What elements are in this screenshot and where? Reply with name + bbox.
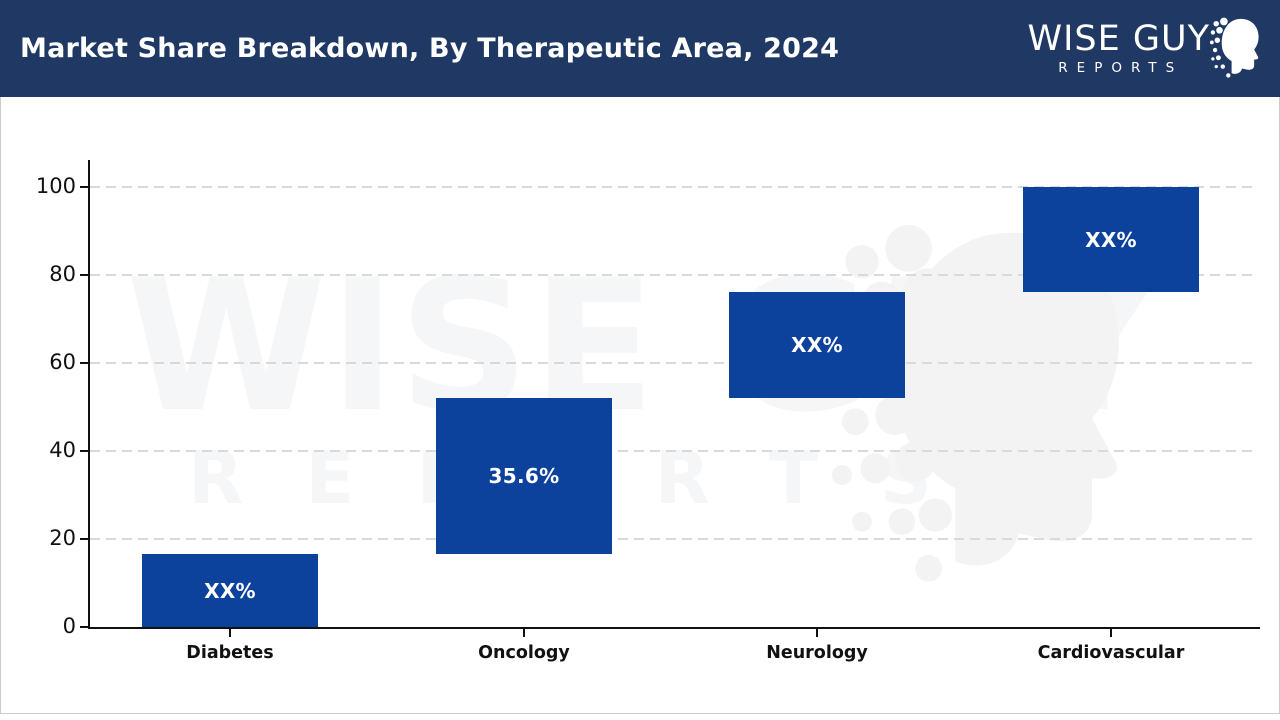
- header-bar: Market Share Breakdown, By Therapeutic A…: [0, 0, 1280, 97]
- y-tick-mark: [80, 362, 88, 364]
- bar-diabetes: XX%: [142, 554, 318, 627]
- y-tick-label: 80: [49, 262, 76, 286]
- brand-subname: REPORTS: [1058, 59, 1184, 76]
- gridline-100: [90, 186, 1258, 188]
- y-tick-label: 60: [49, 350, 76, 374]
- x-tick-mark: [523, 629, 525, 637]
- category-label-diabetes: Diabetes: [186, 643, 274, 663]
- dotted-head-icon: [1209, 17, 1259, 78]
- category-label-neurology: Neurology: [766, 643, 868, 663]
- y-tick-mark: [80, 274, 88, 276]
- chart-area: WISE GUY REPORTS 020406080100XX%Diabetes…: [0, 97, 1280, 720]
- brand-logo: WISE GUY REPORTS: [1027, 16, 1266, 82]
- x-tick-mark: [816, 629, 818, 637]
- gridline-80: [90, 274, 1258, 276]
- category-label-cardiovascular: Cardiovascular: [1037, 643, 1185, 663]
- brand-logo-text: WISE GUY REPORTS: [1027, 18, 1210, 76]
- y-tick-mark: [80, 538, 88, 540]
- bar-cardiovascular: XX%: [1023, 187, 1199, 293]
- bar-value-label: XX%: [1085, 227, 1137, 252]
- x-tick-mark: [1110, 629, 1112, 637]
- gridline-60: [90, 362, 1258, 364]
- bar-value-label: XX%: [791, 332, 843, 357]
- page-title: Market Share Breakdown, By Therapeutic A…: [20, 33, 840, 64]
- gridline-40: [90, 450, 1258, 452]
- y-tick-mark: [80, 626, 88, 628]
- bar-value-label: XX%: [204, 578, 256, 603]
- gridline-20: [90, 538, 1258, 540]
- y-tick-label: 20: [49, 526, 76, 550]
- x-axis-line: [88, 627, 1260, 629]
- bar-value-label: 35.6%: [488, 464, 560, 489]
- category-label-oncology: Oncology: [478, 643, 570, 663]
- y-tick-label: 100: [35, 174, 76, 198]
- y-tick-mark: [80, 450, 88, 452]
- y-tick-mark: [80, 186, 88, 188]
- y-axis-line: [88, 160, 90, 629]
- x-tick-mark: [229, 629, 231, 637]
- brand-name: WISE GUY: [1027, 18, 1210, 59]
- bar-oncology: 35.6%: [436, 397, 612, 555]
- y-tick-label: 40: [49, 438, 76, 462]
- y-tick-label: 0: [62, 614, 76, 638]
- bar-neurology: XX%: [729, 292, 905, 398]
